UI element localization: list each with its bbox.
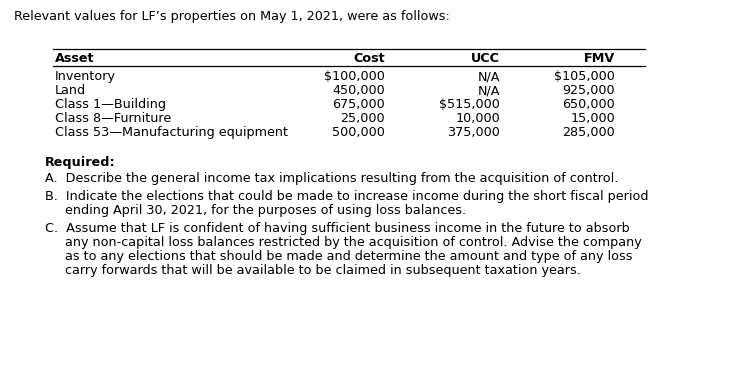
Text: Cost: Cost bbox=[353, 52, 385, 65]
Text: 925,000: 925,000 bbox=[562, 84, 615, 97]
Text: FMV: FMV bbox=[584, 52, 615, 65]
Text: 25,000: 25,000 bbox=[340, 112, 385, 125]
Text: $515,000: $515,000 bbox=[439, 98, 500, 111]
Text: C.  Assume that LF is confident of having sufficient business income in the futu: C. Assume that LF is confident of having… bbox=[45, 222, 630, 235]
Text: $100,000: $100,000 bbox=[324, 70, 385, 83]
Text: ending April 30, 2021, for the purposes of using loss balances.: ending April 30, 2021, for the purposes … bbox=[45, 204, 466, 217]
Text: 650,000: 650,000 bbox=[562, 98, 615, 111]
Text: Class 53—Manufacturing equipment: Class 53—Manufacturing equipment bbox=[55, 126, 288, 139]
Text: 15,000: 15,000 bbox=[570, 112, 615, 125]
Text: 285,000: 285,000 bbox=[562, 126, 615, 139]
Text: carry forwards that will be available to be claimed in subsequent taxation years: carry forwards that will be available to… bbox=[45, 264, 581, 277]
Text: Asset: Asset bbox=[55, 52, 94, 65]
Text: UCC: UCC bbox=[471, 52, 500, 65]
Text: Required:: Required: bbox=[45, 156, 116, 169]
Text: Relevant values for LF’s properties on May 1, 2021, were as follows:: Relevant values for LF’s properties on M… bbox=[14, 10, 450, 23]
Text: as to any elections that should be made and determine the amount and type of any: as to any elections that should be made … bbox=[45, 250, 633, 263]
Text: any non-capital loss balances restricted by the acquisition of control. Advise t: any non-capital loss balances restricted… bbox=[45, 236, 642, 249]
Text: 10,000: 10,000 bbox=[456, 112, 500, 125]
Text: 375,000: 375,000 bbox=[447, 126, 500, 139]
Text: N/A: N/A bbox=[477, 70, 500, 83]
Text: A.  Describe the general income tax implications resulting from the acquisition : A. Describe the general income tax impli… bbox=[45, 172, 618, 185]
Text: 500,000: 500,000 bbox=[332, 126, 385, 139]
Text: Class 1—Building: Class 1—Building bbox=[55, 98, 166, 111]
Text: B.  Indicate the elections that could be made to increase income during the shor: B. Indicate the elections that could be … bbox=[45, 190, 648, 203]
Text: $105,000: $105,000 bbox=[554, 70, 615, 83]
Text: N/A: N/A bbox=[477, 84, 500, 97]
Text: 675,000: 675,000 bbox=[332, 98, 385, 111]
Text: Class 8—Furniture: Class 8—Furniture bbox=[55, 112, 171, 125]
Text: Land: Land bbox=[55, 84, 86, 97]
Text: Inventory: Inventory bbox=[55, 70, 116, 83]
Text: 450,000: 450,000 bbox=[332, 84, 385, 97]
